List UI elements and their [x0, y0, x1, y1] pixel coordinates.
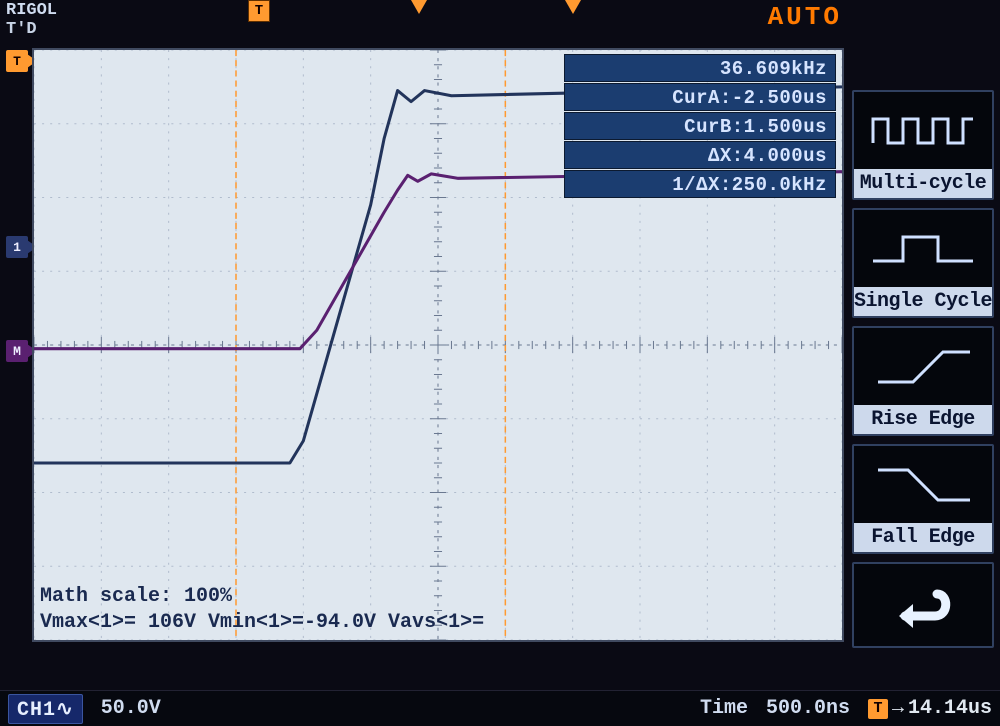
graticule-area: T 1 M 36.609kHz CurA:-2.500us CurB:1.500…	[4, 48, 844, 690]
softkey-label: Fall Edge	[854, 523, 992, 552]
bottom-readout: Math scale: 100% Vmax<1>= 106V Vmin<1>=-…	[40, 584, 836, 636]
brand-sub-label: T'D	[6, 21, 57, 40]
softkey-single-cycle[interactable]: Single Cycle	[852, 208, 994, 318]
softkey-undo[interactable]	[852, 562, 994, 648]
trigger-position-readout: T → 14.14us	[868, 697, 992, 720]
trigger-level-marker: T	[6, 50, 28, 72]
softkey-column: Multi-cycle Single Cycle Rise Edge Fall …	[848, 48, 1000, 690]
math-zero-marker: M	[6, 340, 28, 362]
softkey-label: Multi-cycle	[854, 169, 992, 198]
meas-curB: CurB:1.500us	[564, 112, 836, 140]
volts-per-div: 50.0V	[101, 697, 161, 720]
cursor-B-top-pointer	[565, 0, 581, 14]
meas-freq: 36.609kHz	[564, 54, 836, 82]
meas-invdx: 1/ΔX:250.0kHz	[564, 170, 836, 198]
pulse-many-icon	[854, 92, 992, 169]
acquisition-mode-badge: AUTO	[768, 2, 842, 32]
timebase-value: 500.0ns	[766, 697, 850, 720]
softkey-multi-cycle[interactable]: Multi-cycle	[852, 90, 994, 200]
channel-badge: CH1∿	[8, 694, 83, 724]
trigger-position-value: 14.14us	[908, 697, 992, 720]
measurement-panel: 36.609kHz CurA:-2.500us CurB:1.500us ΔX:…	[564, 54, 836, 199]
trigger-marker-top: T	[248, 0, 270, 22]
trigger-icon: T	[868, 699, 888, 719]
oscilloscope-graticule: 36.609kHz CurA:-2.500us CurB:1.500us ΔX:…	[32, 48, 844, 642]
softkey-fall-edge[interactable]: Fall Edge	[852, 444, 994, 554]
softkey-rise-edge[interactable]: Rise Edge	[852, 326, 994, 436]
ch1-zero-marker: 1	[6, 236, 28, 258]
cursor-A-top-pointer	[411, 0, 427, 14]
header-strip: RIGOL T'D T AUTO	[0, 0, 1000, 48]
pulse-one-icon	[854, 210, 992, 287]
fall-edge-icon	[854, 446, 992, 523]
rise-edge-icon	[854, 328, 992, 405]
math-scale-label: Math scale: 100%	[40, 584, 836, 610]
undo-icon	[854, 564, 992, 646]
brand-label: RIGOL	[6, 2, 57, 21]
voltage-readout-line: Vmax<1>= 106V Vmin<1>=-94.0V Vavs<1>=	[40, 610, 836, 636]
timebase-label: Time	[700, 697, 748, 720]
softkey-label: Rise Edge	[854, 405, 992, 434]
meas-dx: ΔX:4.000us	[564, 141, 836, 169]
softkey-label: Single Cycle	[854, 287, 992, 316]
meas-curA: CurA:-2.500us	[564, 83, 836, 111]
status-bar: CH1∿ 50.0V Time 500.0ns T → 14.14us	[0, 690, 1000, 726]
